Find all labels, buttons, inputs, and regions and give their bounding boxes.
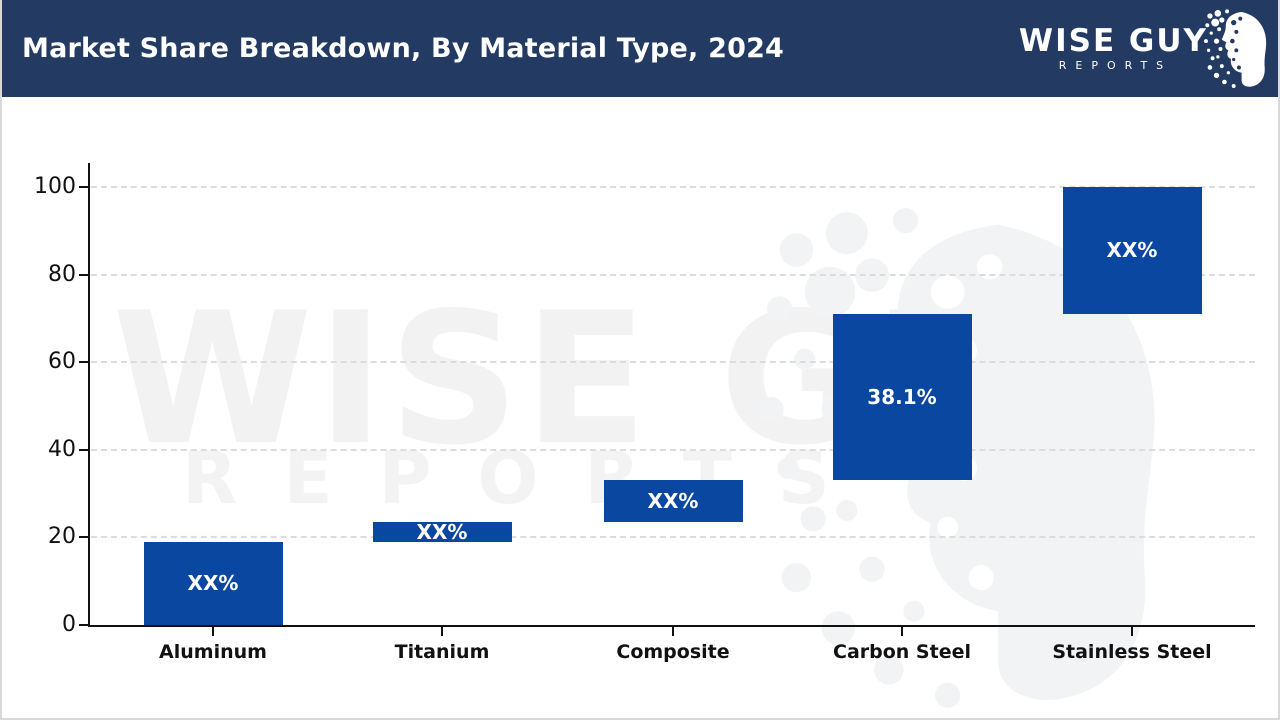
y-axis-tick-label-0: 0 (62, 612, 76, 637)
y-axis-tick-80 (79, 273, 88, 276)
y-axis-line (88, 163, 90, 627)
bar-value-label-composite: XX% (647, 489, 699, 514)
bar-value-label-stainless-steel: XX% (1106, 238, 1158, 263)
brand-face-icon (1202, 8, 1268, 89)
y-axis-tick-label-20: 20 (48, 524, 76, 550)
x-axis-tick-titanium (441, 627, 443, 636)
gridline-40 (91, 448, 1255, 451)
y-axis-tick-label-100: 100 (34, 174, 76, 199)
brand-name: WISE GUY (1018, 23, 1208, 59)
bar-carbon-steel: 38.1% (832, 313, 972, 481)
x-axis-tick-aluminum (212, 627, 214, 636)
bar-stainless-steel: XX% (1062, 187, 1202, 314)
bar-value-label-titanium: XX% (416, 519, 468, 544)
y-axis-tick-label-40: 40 (48, 436, 76, 462)
y-axis-tick-40 (79, 448, 88, 451)
y-axis-tick-60 (79, 361, 88, 364)
y-axis-tick-100 (79, 186, 88, 188)
brand-wordmark: WISE GUY REPORTS (1018, 23, 1208, 72)
gridline-80 (91, 273, 1255, 276)
bar-titanium: XX% (372, 519, 512, 544)
brand-subtitle: REPORTS (1058, 59, 1173, 72)
y-axis-tick-0 (79, 624, 88, 626)
x-axis-label-aluminum: Aluminum (159, 641, 267, 663)
bar-value-label-aluminum: XX% (187, 571, 239, 596)
x-axis-label-carbon-steel: Carbon Steel (833, 641, 971, 663)
gridline-60 (91, 361, 1255, 364)
x-axis-tick-composite (672, 627, 674, 636)
brand-logo: WISE GUY REPORTS (1018, 8, 1268, 89)
bar-value-label-carbon-steel: 38.1% (867, 385, 937, 410)
x-axis-line (88, 625, 1255, 627)
x-axis-tick-stainless-steel (1131, 627, 1133, 636)
gridline-20 (91, 536, 1255, 539)
bar-aluminum: XX% (143, 541, 283, 625)
chart-title: Market Share Breakdown, By Material Type… (22, 33, 785, 64)
gridline-100 (91, 186, 1255, 188)
x-axis-label-titanium: Titanium (394, 641, 490, 663)
bar-composite: XX% (603, 480, 743, 523)
x-axis-tick-carbon-steel (901, 627, 903, 636)
x-axis-label-composite: Composite (616, 641, 730, 663)
x-axis-label-stainless-steel: Stainless Steel (1052, 641, 1212, 663)
y-axis-tick-20 (79, 536, 88, 539)
y-axis-tick-label-80: 80 (48, 261, 76, 287)
y-axis-tick-label-60: 60 (48, 349, 76, 375)
header-bar: Market Share Breakdown, By Material Type… (2, 0, 1278, 97)
